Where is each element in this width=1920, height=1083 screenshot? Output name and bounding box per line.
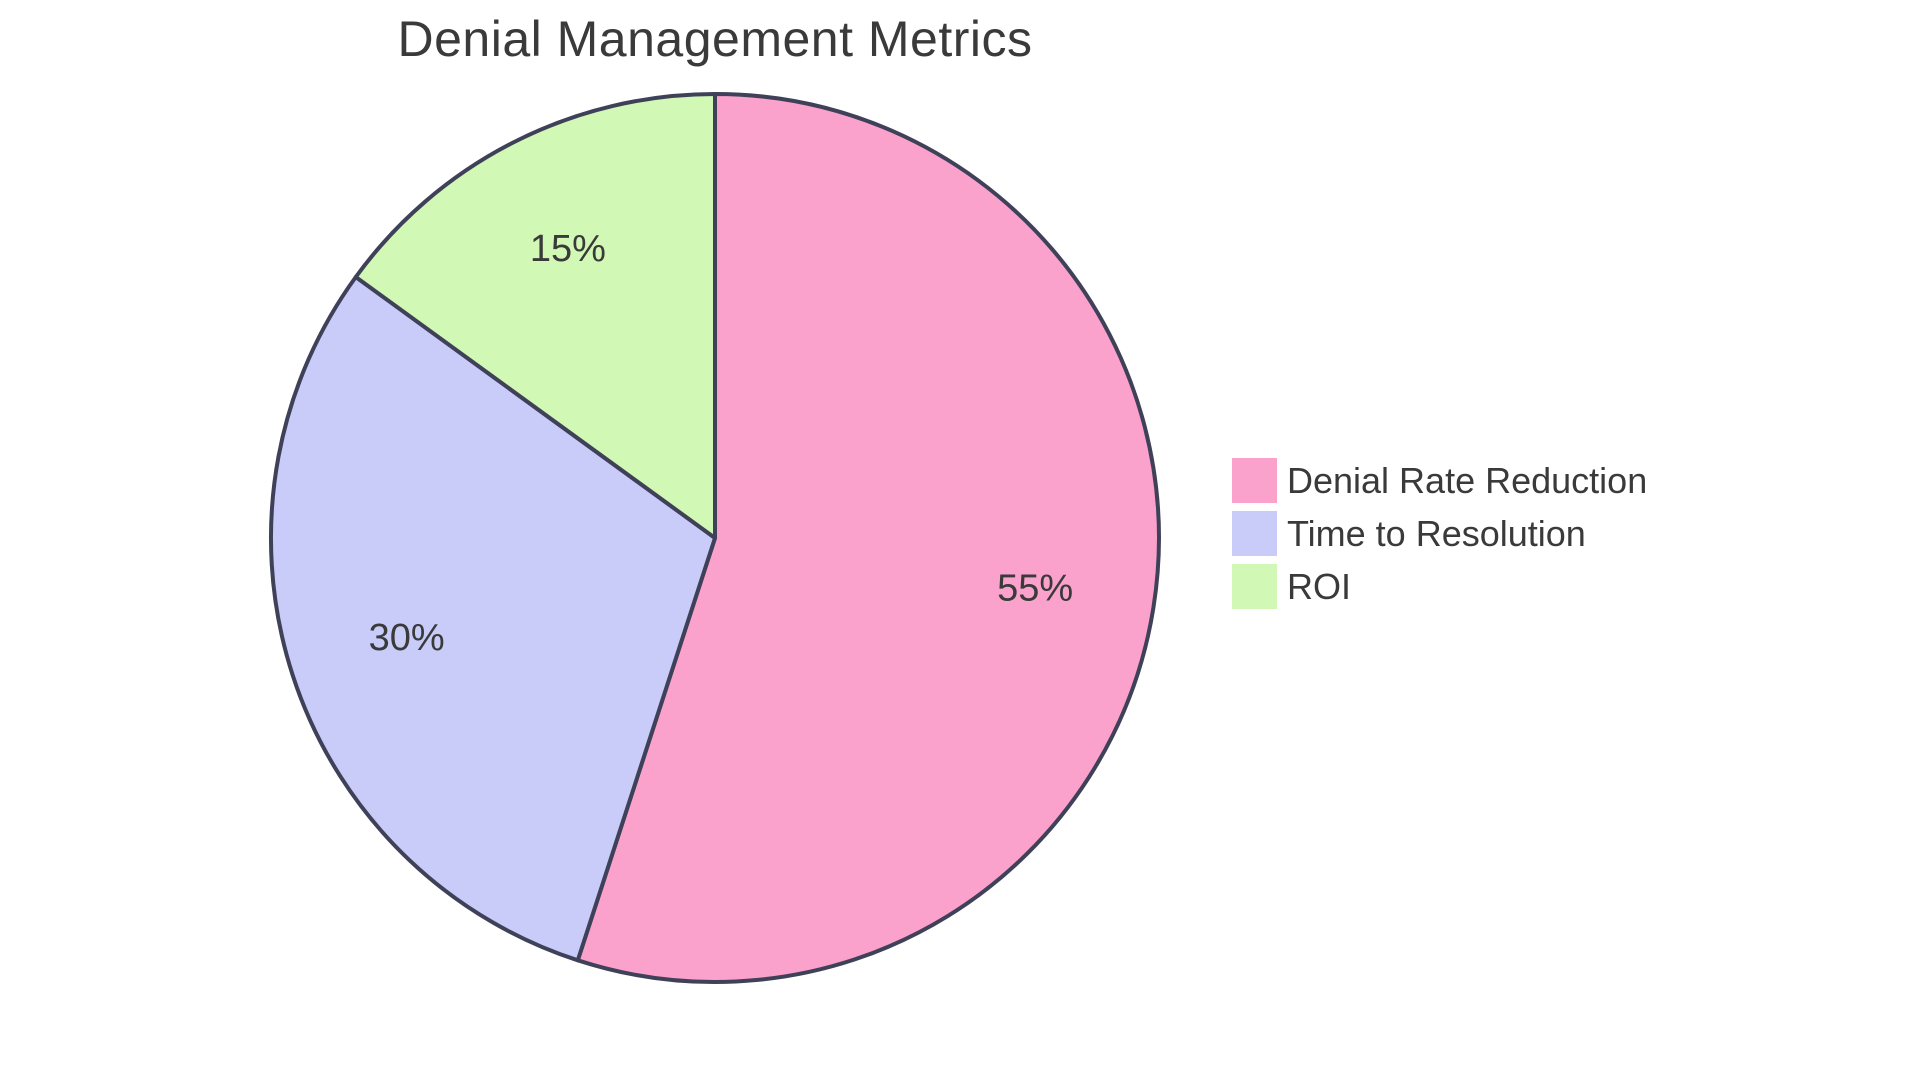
legend-swatch (1232, 458, 1277, 503)
legend-swatch (1232, 511, 1277, 556)
legend-item: Time to Resolution (1232, 511, 1647, 556)
legend-label: Time to Resolution (1287, 513, 1586, 554)
pie-slice-time-to-resolution (268, 275, 717, 963)
chart-title: Denial Management Metrics (397, 11, 1033, 67)
legend-swatch (1232, 564, 1277, 609)
pie-percent-label: 55% (997, 568, 1073, 610)
pie-slice-roi (353, 92, 717, 540)
legend-item: ROI (1232, 564, 1647, 609)
pie-slice-denial-rate-reduction (575, 92, 1161, 984)
pie-percent-label: 30% (369, 617, 445, 659)
pie-percent-label: 15% (530, 228, 606, 270)
legend-item: Denial Rate Reduction (1232, 458, 1647, 503)
legend-label: Denial Rate Reduction (1287, 460, 1648, 501)
legend-label: ROI (1287, 566, 1352, 607)
chart-legend: Denial Rate Reduction Time to Resolution R… (1232, 458, 1647, 617)
